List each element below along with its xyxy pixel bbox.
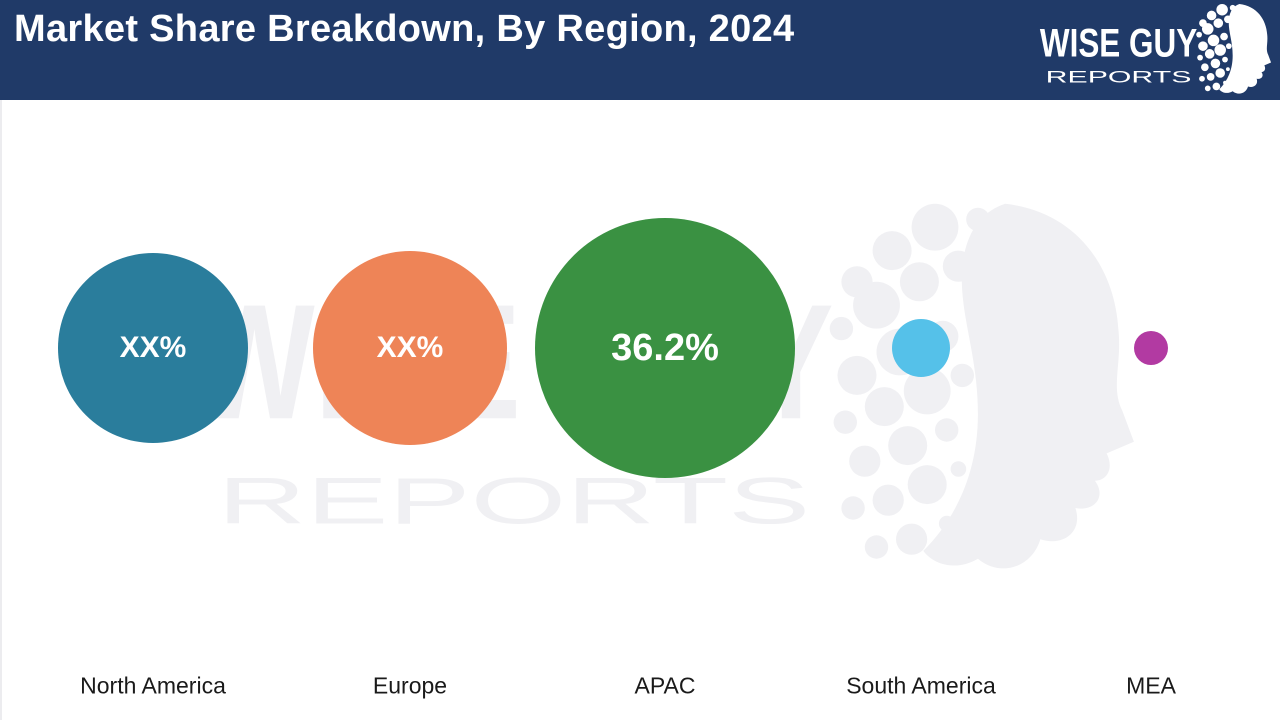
bubble-value-label: 36.2% — [611, 327, 719, 369]
region-label-north-america: North America — [80, 672, 226, 699]
bubble-south-america — [892, 319, 950, 377]
bubble-value-label: XX% — [376, 331, 444, 364]
region-label-europe: Europe — [372, 672, 448, 699]
bubble-value-label: XX% — [119, 331, 187, 364]
bubble-apac: 36.2% — [535, 218, 795, 478]
header-bar: Market Share Breakdown, By Region, 2024 — [0, 0, 1280, 100]
region-label-south-america: South America — [846, 672, 996, 699]
bubble-north-america: XX% — [58, 253, 248, 443]
page-title: Market Share Breakdown, By Region, 2024 — [14, 8, 795, 50]
bubble-mea — [1134, 331, 1168, 365]
wiseguy-logo — [1039, 3, 1272, 94]
region-label-mea: MEA — [1126, 672, 1176, 699]
region-label-apac: APAC — [634, 672, 696, 699]
bubble-europe: XX% — [313, 251, 507, 445]
